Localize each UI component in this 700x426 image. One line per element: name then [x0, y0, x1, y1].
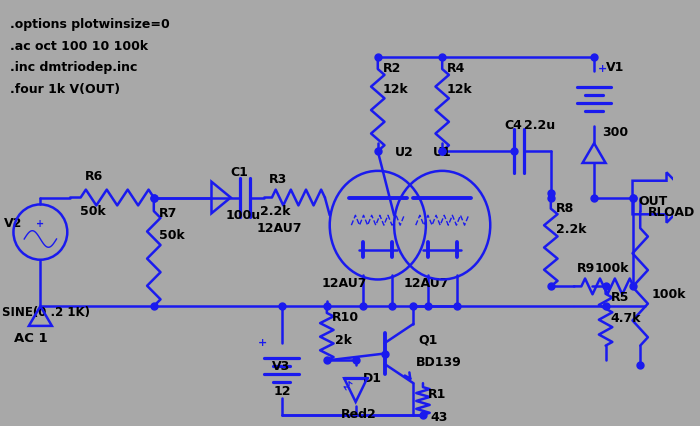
- Text: V2: V2: [4, 217, 22, 230]
- Text: R5: R5: [610, 291, 629, 304]
- Text: C4: C4: [505, 120, 522, 132]
- Text: 12AU7: 12AU7: [404, 276, 449, 290]
- Text: 12k: 12k: [383, 83, 408, 96]
- Text: OUT: OUT: [638, 195, 668, 208]
- Text: R3: R3: [270, 173, 288, 186]
- Text: D1: D1: [363, 372, 382, 385]
- Text: 50k: 50k: [80, 205, 106, 219]
- Text: AC 1: AC 1: [15, 332, 48, 345]
- Text: 12k: 12k: [447, 83, 473, 96]
- Text: RLOAD: RLOAD: [648, 207, 695, 219]
- Text: R6: R6: [85, 170, 103, 183]
- Text: 100k: 100k: [652, 288, 686, 301]
- Text: +: +: [598, 64, 607, 74]
- Text: R9: R9: [577, 262, 595, 275]
- Text: .inc dmtriodep.inc: .inc dmtriodep.inc: [10, 61, 137, 74]
- Text: 2.2k: 2.2k: [556, 223, 586, 236]
- Text: 2.2k: 2.2k: [260, 205, 290, 219]
- Text: SINE(0 .2 1K): SINE(0 .2 1K): [2, 306, 90, 319]
- Text: 100u: 100u: [226, 209, 261, 222]
- Text: R4: R4: [447, 62, 466, 75]
- Text: U2: U2: [395, 146, 414, 159]
- Text: 4.7k: 4.7k: [610, 312, 641, 325]
- Text: 12AU7: 12AU7: [322, 276, 368, 290]
- Text: U1: U1: [433, 146, 452, 159]
- Text: 43: 43: [430, 411, 448, 424]
- Text: .options plotwinsize=0: .options plotwinsize=0: [10, 18, 169, 31]
- Text: R8: R8: [556, 202, 574, 216]
- Text: Q1: Q1: [418, 334, 438, 347]
- Text: 12: 12: [274, 385, 291, 398]
- Text: .four 1k V(OUT): .four 1k V(OUT): [10, 83, 120, 96]
- Text: .ac oct 100 10 100k: .ac oct 100 10 100k: [10, 40, 148, 52]
- Text: C1: C1: [231, 166, 248, 179]
- Text: 50k: 50k: [159, 229, 184, 242]
- Text: R1: R1: [428, 388, 446, 401]
- Text: R2: R2: [383, 62, 401, 75]
- Text: Red2: Red2: [342, 408, 377, 421]
- Text: 2k: 2k: [335, 334, 351, 347]
- Text: 300: 300: [602, 127, 628, 139]
- Text: R10: R10: [332, 311, 359, 324]
- Text: 2.2u: 2.2u: [524, 120, 555, 132]
- Text: R7: R7: [159, 207, 177, 220]
- Text: BD139: BD139: [416, 356, 462, 368]
- Text: +: +: [36, 219, 44, 229]
- Text: V1: V1: [606, 61, 624, 74]
- Text: 100k: 100k: [595, 262, 629, 275]
- Text: V3: V3: [272, 360, 290, 374]
- Text: +: +: [258, 338, 267, 348]
- Text: 12AU7: 12AU7: [257, 222, 302, 235]
